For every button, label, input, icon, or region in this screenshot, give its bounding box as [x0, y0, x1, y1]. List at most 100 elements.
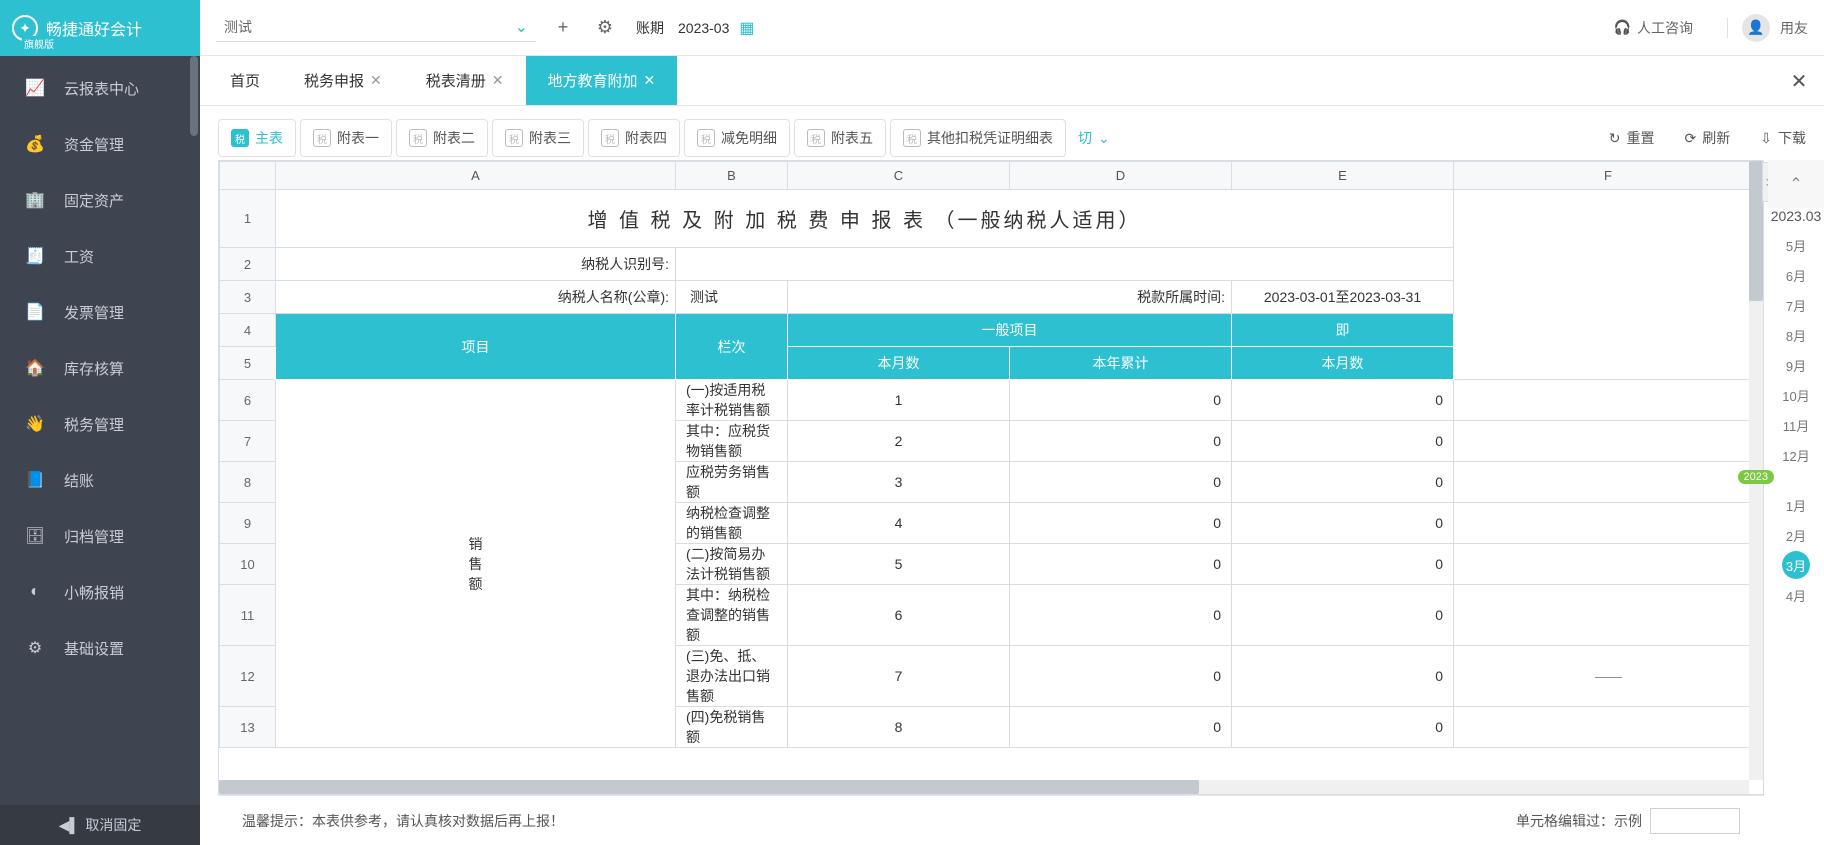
close-icon: 📘	[24, 469, 46, 491]
sheet-icon: 税	[409, 129, 427, 147]
brand-name: 畅捷通好会计	[46, 16, 142, 40]
page-tab[interactable]: 税表清册✕	[404, 56, 526, 105]
sheet-tabs-more[interactable]: 切⌄	[1078, 128, 1110, 148]
org-selector[interactable]: 测试 ⌄	[216, 13, 536, 42]
sidebar-item[interactable]: 👋税务管理	[0, 396, 200, 452]
col-header: F	[1454, 162, 1763, 190]
invoice-icon: 📄	[24, 301, 46, 323]
headset-icon: 🎧	[1614, 19, 1631, 36]
download-button[interactable]: ⇩下载	[1760, 128, 1806, 148]
month-option[interactable]: 10月	[1782, 380, 1810, 410]
edited-label: 单元格编辑过：	[1516, 811, 1614, 831]
page-tab[interactable]: 首页	[208, 56, 282, 105]
item-name[interactable]: 纳税检查调整的销售额	[676, 503, 788, 544]
settings-icon[interactable]: ⚙	[590, 17, 620, 38]
month-option[interactable]: 1月	[1782, 490, 1810, 520]
period-value: 2023-03	[678, 20, 729, 36]
spreadsheet: ABCDEF1增 值 税 及 附 加 税 费 申 报 表 （一般纳税人适用）2纳…	[218, 160, 1764, 795]
refresh-button[interactable]: ⟳刷新	[1685, 128, 1731, 148]
sidebar-scrollbar[interactable]	[190, 56, 198, 136]
refresh-icon: ⟳	[1685, 130, 1697, 147]
section-label: 销售额	[276, 380, 676, 748]
avatar-icon: 👤	[1742, 14, 1770, 42]
item-name[interactable]: (一)按适用税率计税销售额	[676, 380, 788, 421]
chevron-down-icon: ⌄	[515, 17, 528, 37]
tax-icon: 👋	[24, 413, 46, 435]
sheet-tab[interactable]: 税主表	[218, 119, 296, 157]
sidebar-item[interactable]: ◐小畅报销	[0, 564, 200, 620]
close-icon[interactable]: ✕	[644, 72, 656, 89]
reset-button[interactable]: ↻重置	[1609, 128, 1655, 148]
item-name[interactable]: 其中：应税货物销售额	[676, 421, 788, 462]
month-option[interactable]: 4月	[1782, 580, 1810, 610]
sheet-icon: 税	[601, 129, 619, 147]
calendar-icon[interactable]: ▦	[739, 18, 754, 38]
sheet-title: 增 值 税 及 附 加 税 费 申 报 表 （一般纳税人适用）	[276, 190, 1454, 248]
col-header: D	[1010, 162, 1232, 190]
archive-icon: 🗄	[24, 525, 46, 547]
stock-icon: 🏠	[24, 357, 46, 379]
month-option[interactable]: 8月	[1782, 320, 1810, 350]
sidebar-item[interactable]: 📄发票管理	[0, 284, 200, 340]
report-icon: ◐	[24, 581, 46, 603]
example-label: 示例	[1614, 811, 1642, 831]
brand-edition: 旗舰版	[22, 36, 56, 51]
col-header: E	[1232, 162, 1454, 190]
year-badge: 2023	[1738, 470, 1774, 484]
sidebar-item[interactable]: 📈云报表中心	[0, 60, 200, 116]
sheet-icon: 税	[697, 129, 715, 147]
month-option[interactable]: 6月	[1782, 260, 1810, 290]
sheet-icon: 税	[807, 129, 825, 147]
item-name[interactable]: (四)免税销售额	[676, 707, 788, 748]
sheet-tab[interactable]: 税减免明细	[684, 119, 790, 157]
add-button[interactable]: +	[548, 17, 578, 38]
settings-icon: ⚙	[24, 637, 46, 659]
horizontal-scrollbar[interactable]	[219, 780, 1749, 794]
item-name[interactable]: (二)按简易办法计税销售额	[676, 544, 788, 585]
sidebar-item[interactable]: 🏠库存核算	[0, 340, 200, 396]
table-row: 6销售额(一)按适用税率计税销售额100	[220, 380, 1763, 421]
page-tab[interactable]: 税务申报✕	[282, 56, 404, 105]
item-name[interactable]: 其中：纳税检查调整的销售额	[676, 585, 788, 646]
sheet-icon: 税	[313, 129, 331, 147]
item-name[interactable]: 应税劳务销售额	[676, 462, 788, 503]
sidebar-item[interactable]: 🧾工资	[0, 228, 200, 284]
sheet-tab[interactable]: 税附表四	[588, 119, 680, 157]
building-icon: 🏢	[24, 189, 46, 211]
sheet-tab[interactable]: 税附表一	[300, 119, 392, 157]
sidebar-pin-toggle[interactable]: ◀▌取消固定	[0, 805, 200, 845]
support-button[interactable]: 🎧 人工咨询	[1614, 18, 1693, 38]
period-scroll-up[interactable]: ⌃	[1768, 160, 1824, 208]
month-option[interactable]: 12月	[1782, 440, 1810, 470]
sheet-tab[interactable]: 税附表三	[492, 119, 584, 157]
sheet-tab[interactable]: 税附表五	[794, 119, 886, 157]
sidebar-item[interactable]: 🏢固定资产	[0, 172, 200, 228]
col-header: C	[788, 162, 1010, 190]
month-option[interactable]: 5月	[1782, 230, 1810, 260]
month-option[interactable]: 11月	[1782, 410, 1810, 440]
org-name: 测试	[224, 17, 252, 37]
sheet-tab[interactable]: 税附表二	[396, 119, 488, 157]
sidebar-item[interactable]: 💰资金管理	[0, 116, 200, 172]
sheet-tab[interactable]: 税其他扣税凭证明细表	[890, 119, 1066, 157]
month-option[interactable]: 3月	[1782, 550, 1810, 580]
month-option[interactable]: 9月	[1782, 350, 1810, 380]
sidebar: ✦ 畅捷通好会计 旗舰版 📈云报表中心💰资金管理🏢固定资产🧾工资📄发票管理🏠库存…	[0, 0, 200, 845]
item-name[interactable]: (三)免、抵、退办法出口销售额	[676, 646, 788, 707]
user-menu[interactable]: 👤 用友	[1742, 14, 1808, 42]
close-icon[interactable]: ✕	[492, 72, 504, 89]
row-header: 1	[220, 190, 276, 248]
topbar: 测试 ⌄ + ⚙ 账期 2023-03 ▦ 🎧 人工咨询 👤 用友	[200, 0, 1824, 56]
sheet-icon: 税	[903, 129, 921, 147]
download-icon: ⇩	[1760, 130, 1772, 147]
page-tab[interactable]: 地方教育附加✕	[526, 56, 678, 105]
close-icon[interactable]: ✕	[370, 72, 382, 89]
tabs-close-all[interactable]: ✕	[1784, 56, 1814, 106]
sidebar-item[interactable]: 🗄归档管理	[0, 508, 200, 564]
footer-tip: 温馨提示：本表供参考，请认真核对数据后再上报！	[242, 811, 564, 831]
wage-icon: 🧾	[24, 245, 46, 267]
sidebar-item[interactable]: ⚙基础设置	[0, 620, 200, 676]
sidebar-item[interactable]: 📘结账	[0, 452, 200, 508]
month-option[interactable]: 7月	[1782, 290, 1810, 320]
month-option[interactable]: 2月	[1782, 520, 1810, 550]
